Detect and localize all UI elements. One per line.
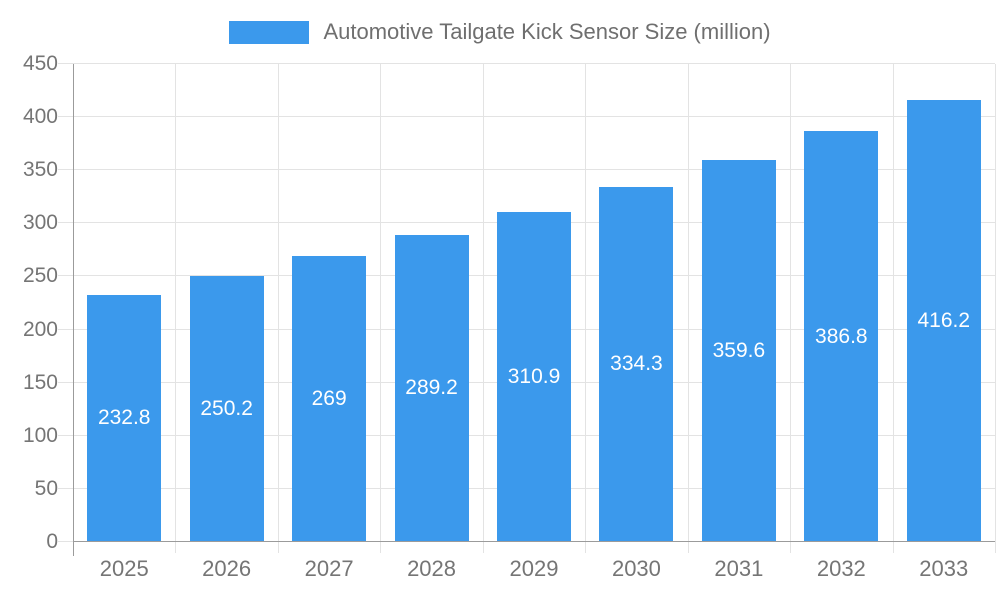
y-tick-label: 450 [22,52,58,75]
x-tick-label: 2033 [919,556,969,581]
y-tick-label: 0 [46,530,58,553]
x-gridline [585,64,587,553]
bar-value-label: 250.2 [200,397,253,421]
y-gridline [58,169,995,171]
y-gridline [58,116,995,118]
x-gridline [482,64,484,553]
y-tick-label: 200 [22,317,58,341]
y-tick-label: 150 [22,370,58,394]
plot-area: 232.8 250.2 269 289.2 310.9 334.3 359.6 386.8 41… [58,63,996,556]
x-tick-label: 2029 [509,556,559,581]
y-tick-label: 300 [22,211,58,235]
bar[interactable] [189,276,264,542]
bar-value-label: 334.3 [610,352,663,376]
x-tick-label: 2026 [202,556,252,581]
x-tick-label: 2028 [407,556,457,581]
y-tick-label: 350 [22,158,58,182]
x-gridline [175,64,177,553]
bar[interactable] [701,160,776,542]
legend-label: Automotive Tailgate Kick Sensor Size (mi… [323,19,771,44]
x-gridline [277,64,279,553]
y-tick-label: 50 [34,476,58,500]
bar-value-label: 269 [311,387,347,411]
x-gridline [892,64,894,553]
bar[interactable] [906,99,981,542]
bar-value-label: 359.6 [712,339,766,363]
y-tick-label: 400 [22,105,58,129]
x-tick-label: 2031 [714,556,764,581]
y-tick-label: 250 [22,264,58,288]
x-gridline [687,64,689,553]
bar[interactable] [87,294,162,542]
bar-value-label: 289.2 [405,376,458,400]
x-tick-label: 2025 [99,556,149,581]
x-tick-label: 2030 [611,556,661,581]
x-gridline [790,64,792,553]
bar[interactable] [292,256,367,542]
bar-value-label: 310.9 [507,364,561,388]
bar-value-label: 232.8 [97,406,151,430]
x-axis-line [73,541,995,542]
bar[interactable] [497,211,571,542]
bar[interactable] [599,186,674,542]
y-tick-label: 100 [22,423,58,447]
x-tick-label: 2027 [304,556,354,581]
bar[interactable] [804,131,879,542]
x-tick-label: 2032 [816,556,866,581]
legend-swatch [229,20,310,44]
x-gridline [995,64,996,553]
bar-value-label: 386.8 [815,324,868,348]
y-gridline [58,63,995,64]
y-axis-line [73,64,74,556]
bar[interactable] [394,234,469,542]
chart-legend-item[interactable]: Automotive Tailgate Kick Sensor Size (mi… [0,17,1000,47]
x-gridline [380,64,382,553]
bar-value-label: 416.2 [917,308,971,332]
